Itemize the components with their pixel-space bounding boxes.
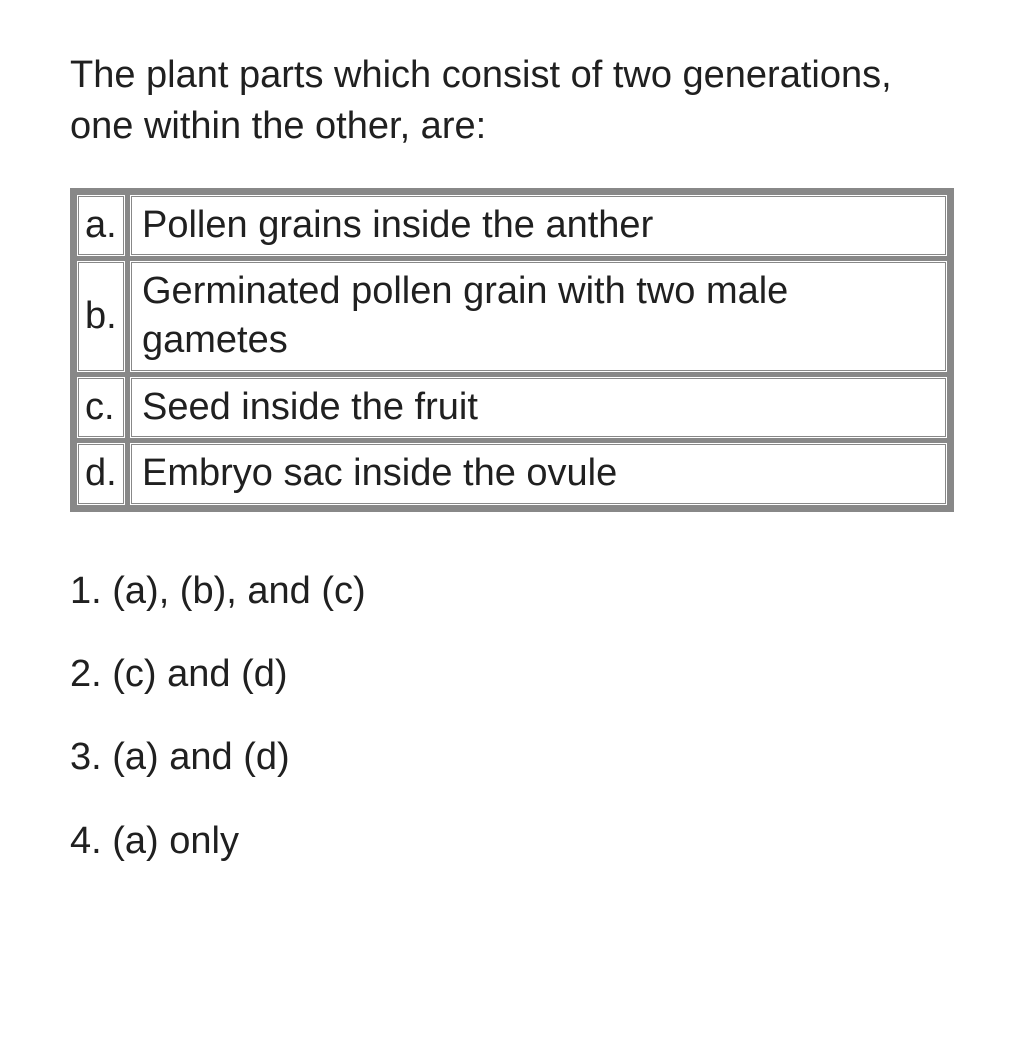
table-row: c. Seed inside the fruit [76,376,948,439]
table-row: b. Germinated pollen grain with two male… [76,260,948,373]
options-table: a. Pollen grains inside the anther b. Ge… [70,188,954,512]
option-text: Embryo sac inside the ovule [129,442,948,505]
option-letter: c. [76,376,126,439]
answer-option: 1. (a), (b), and (c) [70,567,954,616]
option-text: Germinated pollen grain with two male ga… [129,260,948,373]
option-letter: a. [76,194,126,257]
option-text: Pollen grains inside the anther [129,194,948,257]
answer-option: 4. (a) only [70,817,954,866]
table-row: d. Embryo sac inside the ovule [76,442,948,505]
option-text: Seed inside the fruit [129,376,948,439]
answer-option: 3. (a) and (d) [70,733,954,782]
table-row: a. Pollen grains inside the anther [76,194,948,257]
option-letter: b. [76,260,126,373]
question-text: The plant parts which consist of two gen… [70,50,954,153]
answer-option: 2. (c) and (d) [70,650,954,699]
answer-list: 1. (a), (b), and (c) 2. (c) and (d) 3. (… [70,567,954,867]
option-letter: d. [76,442,126,505]
